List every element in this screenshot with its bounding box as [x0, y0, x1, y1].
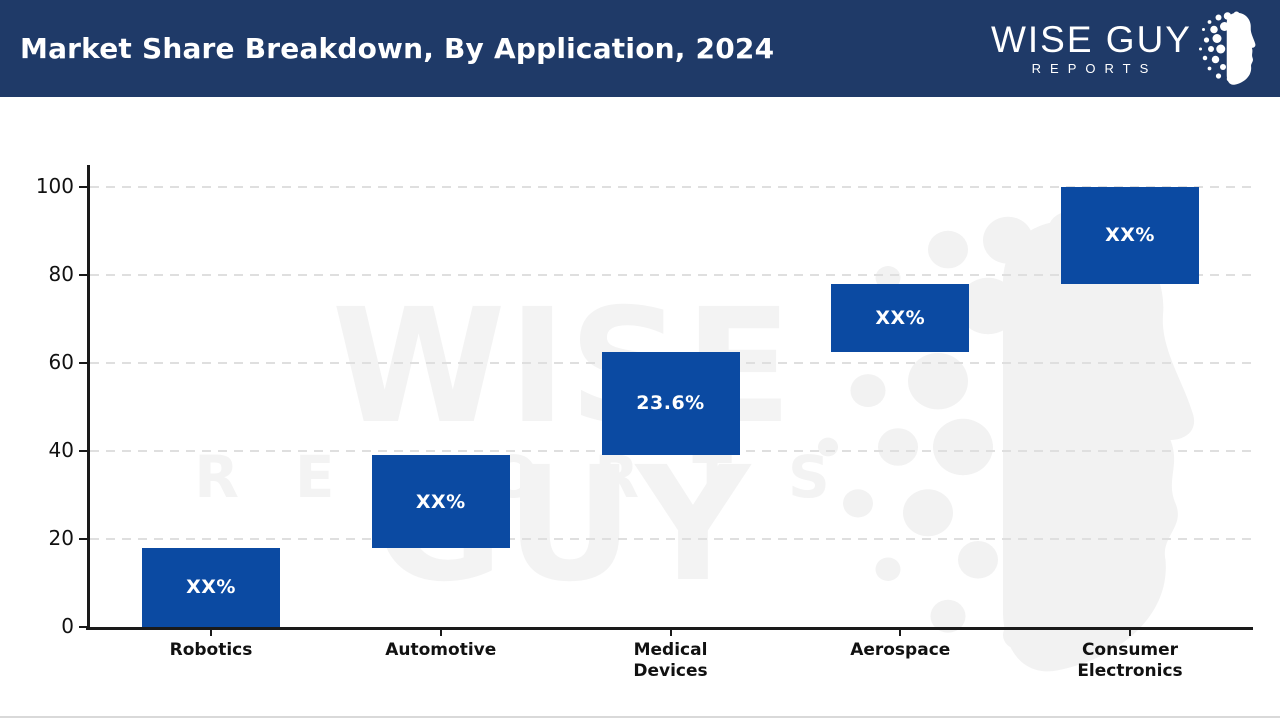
gridline — [90, 538, 1253, 540]
gridline — [90, 186, 1253, 188]
logo-subtitle: REPORTS — [1031, 61, 1158, 76]
y-tick — [79, 626, 88, 628]
x-tick — [439, 629, 442, 636]
y-tick — [79, 362, 88, 364]
gridline — [90, 274, 1253, 276]
y-tick — [79, 274, 88, 276]
watermark-face-icon — [818, 212, 1195, 672]
x-category-label: Consumer Electronics — [1077, 640, 1183, 682]
x-category-label: Aerospace — [850, 640, 951, 660]
x-tick — [210, 629, 212, 636]
bar-robotics: XX% — [142, 547, 280, 627]
bar-aerospace: XX% — [831, 283, 970, 352]
bar-value-label: XX% — [415, 490, 466, 513]
y-tick — [79, 538, 88, 540]
wiseguy-logo-text: WISE GUY REPORTS — [991, 21, 1192, 76]
bar-value-label: 23.6% — [636, 392, 705, 415]
bar-automotive: XX% — [371, 455, 510, 548]
y-tick-label: 80 — [48, 262, 74, 286]
wiseguy-logo: WISE GUY REPORTS — [991, 10, 1256, 88]
x-tick — [1129, 629, 1131, 636]
bar-consumer-electronics: XX% — [1061, 187, 1199, 284]
y-tick-label: 20 — [48, 526, 74, 550]
x-category-label: Automotive — [385, 640, 497, 660]
x-category-label: Robotics — [169, 640, 253, 660]
y-tick-label: 60 — [48, 350, 74, 374]
y-axis-line — [87, 165, 90, 629]
y-tick-label: 40 — [48, 438, 74, 462]
x-axis-line — [86, 627, 1253, 630]
page-title: Market Share Breakdown, By Application, … — [20, 32, 775, 65]
y-tick — [79, 186, 88, 188]
x-category-label: Medical Devices — [633, 640, 708, 682]
y-tick-label: 0 — [61, 614, 74, 638]
x-tick — [899, 629, 902, 636]
header-bar: Market Share Breakdown, By Application, … — [0, 0, 1280, 97]
logo-wordmark: WISE GUY — [990, 19, 1192, 60]
y-tick — [79, 450, 88, 452]
watermark-subtitle: REPORTS — [194, 443, 886, 511]
bar-value-label: XX% — [186, 576, 236, 599]
bar-value-label: XX% — [875, 306, 926, 329]
y-tick-label: 100 — [35, 174, 74, 198]
bar-value-label: XX% — [1105, 224, 1155, 247]
bar-medical-devices: 23.6% — [601, 351, 740, 456]
wiseguy-face-icon — [1199, 11, 1256, 85]
x-tick — [669, 629, 672, 636]
bottom-divider — [0, 716, 1280, 718]
